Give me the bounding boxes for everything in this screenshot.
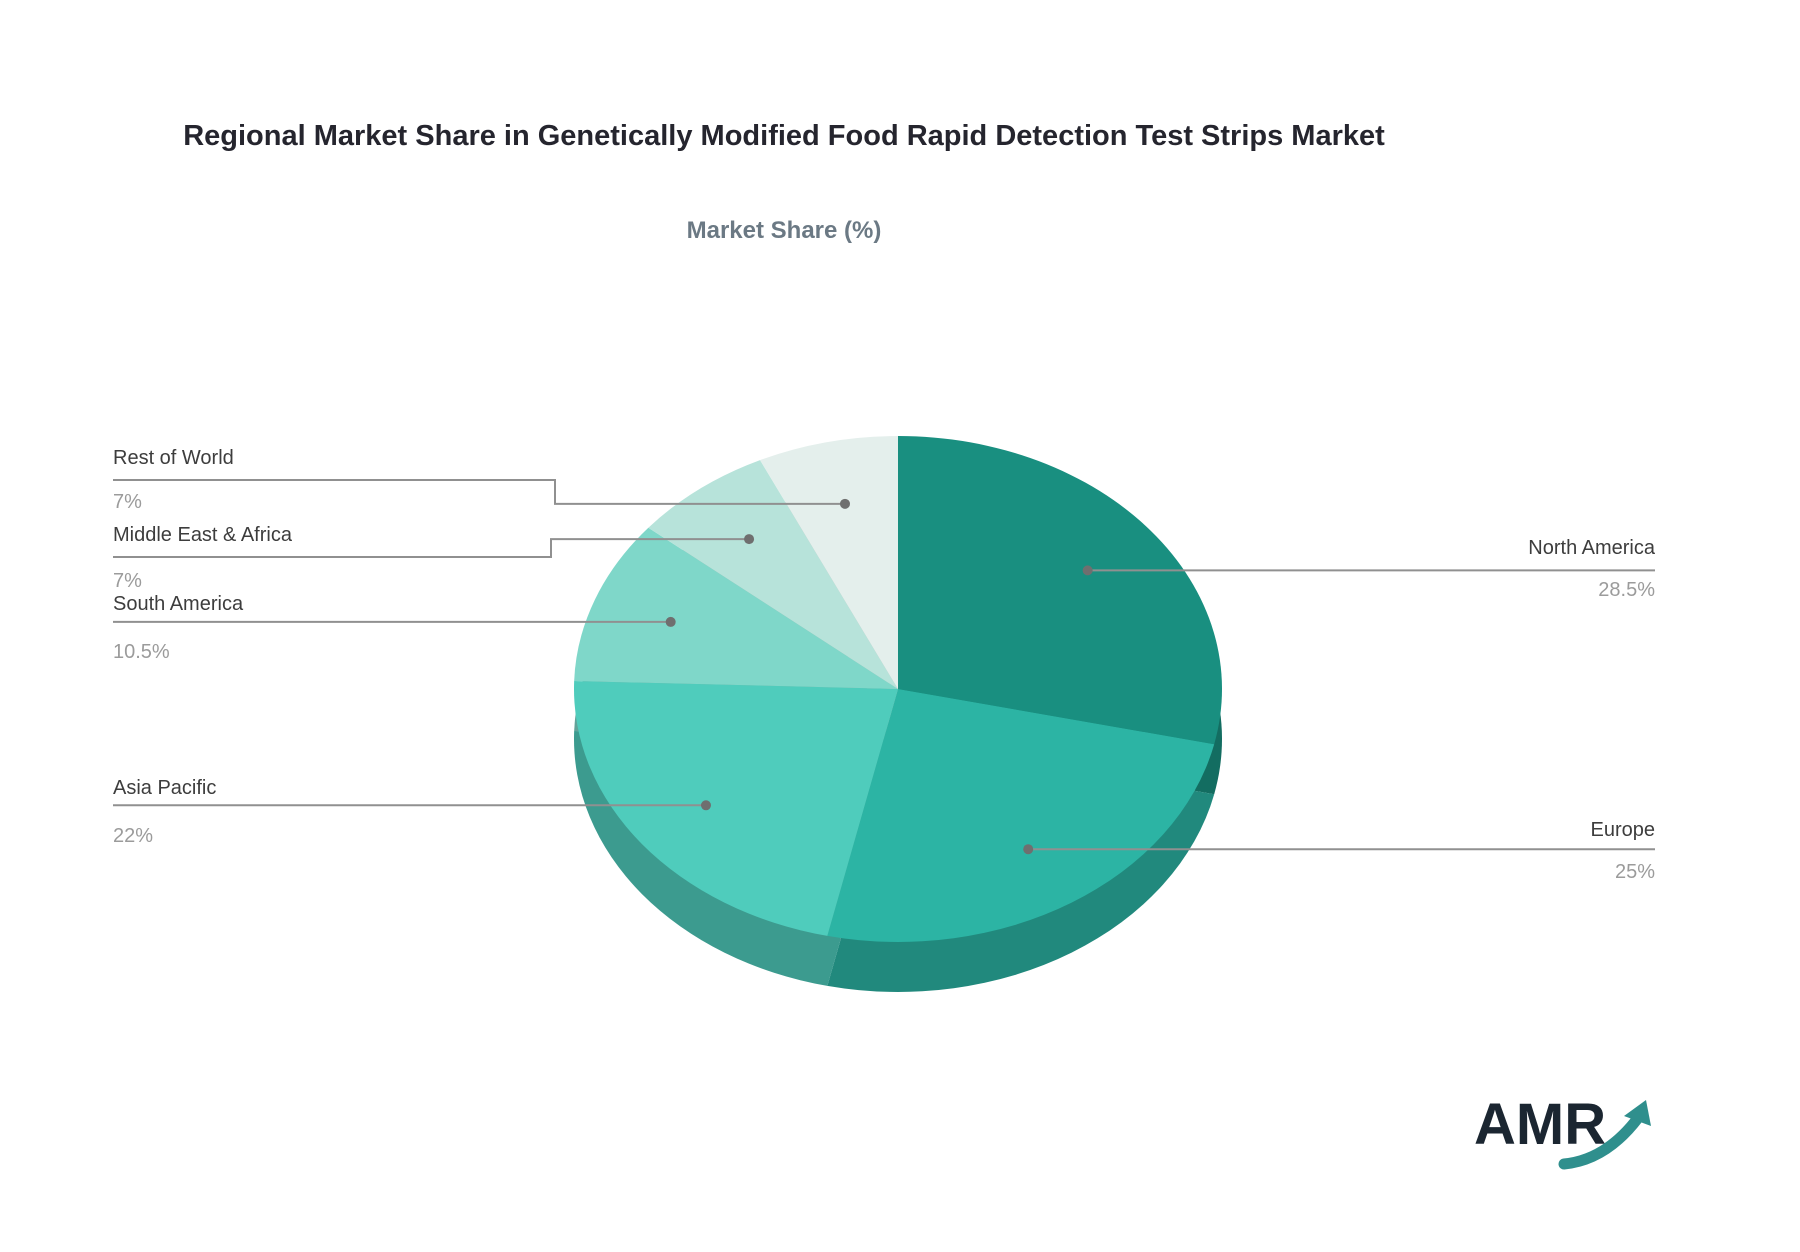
leader-dot-north-america [1082,565,1093,576]
pie-slice-middle-east-africa[interactable] [648,460,898,689]
leader-dot-rest-of-world [839,498,850,509]
label-europe: Europe [1590,819,1656,841]
value-south-america: 10.5% [113,641,170,663]
pie-slice-europe[interactable] [827,689,1215,942]
leader-dot-middle-east-africa [744,534,755,545]
pie-slice-south-america[interactable] [574,527,898,689]
amr-logo-arrowhead [1624,1100,1651,1126]
leader-line-middle-east-africa [113,538,750,558]
chart-title: Regional Market Share in Genetically Mod… [183,120,1385,152]
label-north-america: North America [1528,537,1655,559]
leader-line-rest-of-world [113,479,845,505]
amr-logo-text: AMR [1474,1092,1606,1157]
label-asia-pacific: Asia Pacific [113,777,217,799]
label-south-america: South America [113,593,244,615]
label-middle-east-africa: Middle East & Africa [113,524,292,546]
leader-dot-south-america [665,616,676,627]
amr-logo-arrow [1558,1112,1644,1170]
value-europe: 25% [1614,861,1655,883]
value-north-america: 28.5% [1598,579,1655,601]
chart-subtitle: Market Share (%) [686,217,882,244]
label-rest-of-world: Rest of World [113,447,234,469]
value-middle-east-africa: 7% [113,570,142,592]
pie-slice-north-america[interactable] [898,436,1222,745]
leader-dot-asia-pacific [700,800,711,811]
value-rest-of-world: 7% [113,491,142,513]
pie-slice-asia-pacific[interactable] [573,681,898,936]
pie-slice-rest-of-world[interactable] [760,436,898,689]
leader-dot-europe [1023,844,1034,855]
amr-logo: AMR [1474,1092,1651,1170]
value-asia-pacific: 22% [113,825,154,847]
